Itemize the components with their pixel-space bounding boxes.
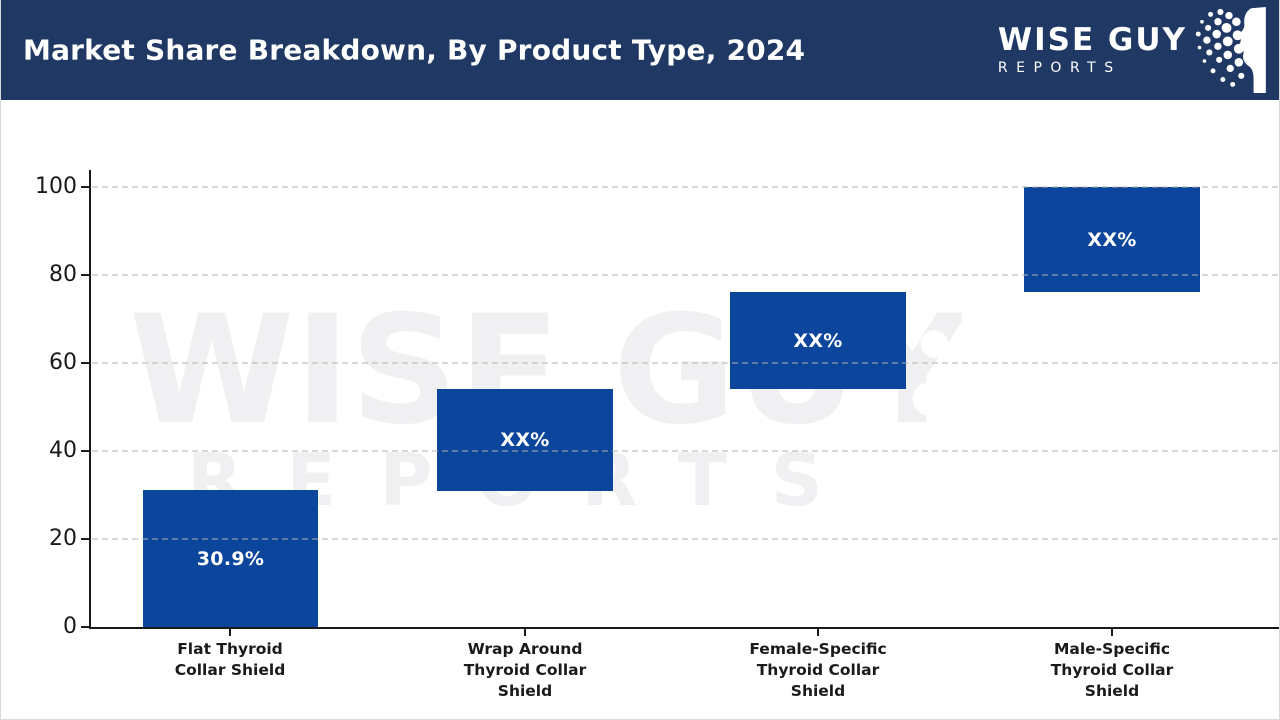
y-tick-0 [81, 626, 89, 628]
bar-female-specific-thyroid-collar-shield: XX% [730, 292, 906, 389]
gridline-40 [92, 450, 1278, 452]
bar-value-label: XX% [793, 329, 843, 352]
brand-logo-text: WISE GUY REPORTS [997, 22, 1187, 76]
bar-value-label: XX% [500, 429, 550, 451]
x-tick-1 [229, 629, 231, 636]
y-tick-20 [81, 538, 89, 540]
y-tick-80 [81, 274, 89, 276]
x-label-female-specific-thyroid-collar-shield: Female-Specific Thyroid Collar Shield [749, 640, 887, 700]
y-tick-40 [81, 450, 89, 452]
logo-wordmark: WISE GUY [997, 22, 1187, 58]
y-tick-label-0: 0 [63, 614, 77, 639]
y-axis-line [89, 170, 91, 629]
logo-face-icon [1195, 7, 1266, 93]
y-tick-label-60: 60 [49, 350, 77, 375]
header-band: Market Share Breakdown, By Product Type,… [1, 0, 1279, 100]
gridline-60 [92, 362, 1278, 364]
page-title: Market Share Breakdown, By Product Type,… [23, 33, 806, 67]
x-label-male-specific-thyroid-collar-shield: Male-Specific Thyroid Collar Shield [1050, 640, 1174, 700]
y-tick-100 [81, 186, 89, 188]
bar-value-label: 30.9% [196, 547, 265, 570]
bar-value-label: XX% [1087, 228, 1137, 251]
x-tick-4 [1111, 629, 1113, 636]
gridline-80 [92, 274, 1278, 276]
brand-logo: WISE GUY REPORTS [997, 7, 1267, 93]
bar-male-specific-thyroid-collar-shield: XX% [1024, 187, 1200, 292]
logo-subtext: REPORTS [997, 60, 1122, 76]
y-tick-label-20: 20 [49, 526, 77, 551]
gridline-100 [92, 186, 1278, 188]
x-axis-line [89, 627, 1279, 629]
y-tick-60 [81, 362, 89, 364]
bar-flat-thyroid-collar-shield: 30.9% [143, 490, 318, 627]
bar-wrap-around-thyroid-collar-shield: XX% [437, 389, 613, 491]
y-tick-label-40: 40 [49, 438, 77, 463]
gridline-20 [92, 538, 1278, 540]
x-label-wrap-around-thyroid-collar-shield: Wrap Around Thyroid Collar Shield [463, 640, 587, 700]
y-tick-label-80: 80 [49, 262, 77, 287]
x-label-flat-thyroid-collar-shield: Flat Thyroid Collar Shield [174, 640, 286, 679]
y-tick-label-100: 100 [35, 174, 77, 199]
x-tick-2 [524, 629, 526, 636]
x-tick-3 [817, 629, 819, 636]
